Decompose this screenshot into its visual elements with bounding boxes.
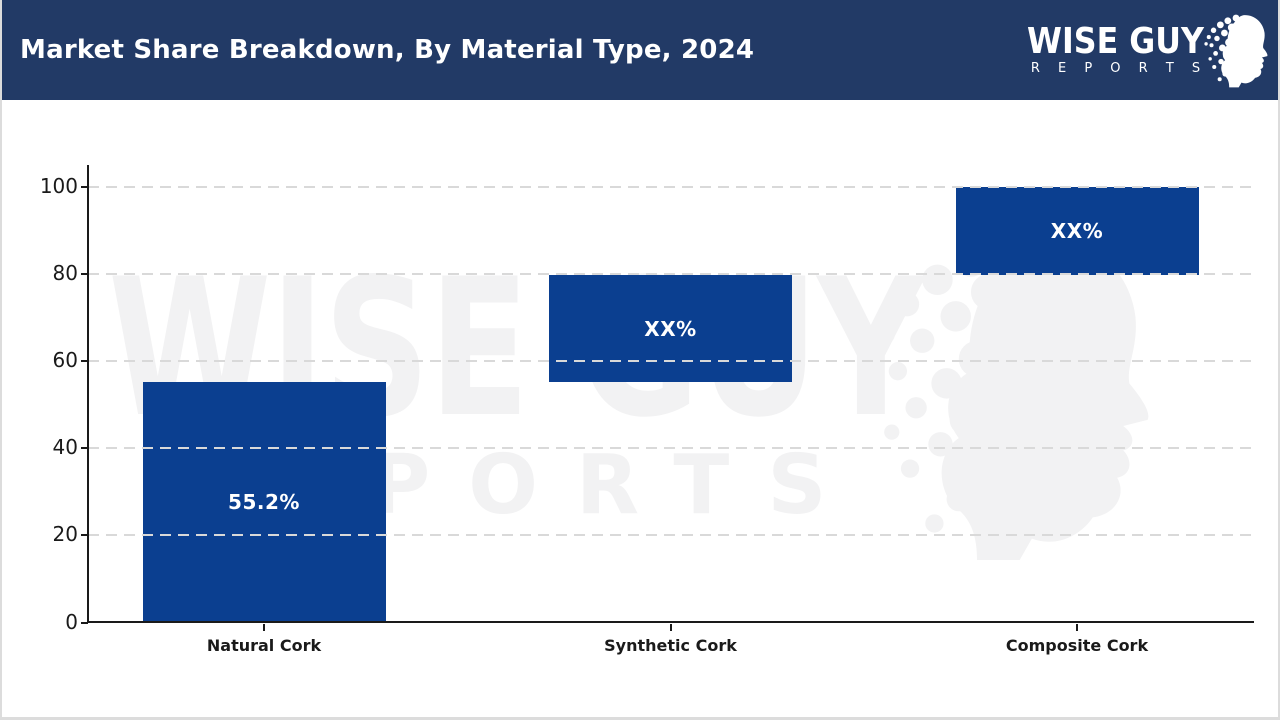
x-tick-0 (263, 624, 265, 631)
gridline-20 (88, 534, 1253, 537)
y-tick-60 (81, 360, 88, 363)
y-tick-label-80: 80 (52, 261, 78, 286)
bar-synthetic-cork (549, 275, 792, 383)
bar-value-label: XX% (1050, 219, 1104, 244)
x-axis-line (87, 621, 1254, 623)
logo: WISE GUY R E P O R T S (1015, 11, 1270, 89)
x-tick-label-1: Synthetic Cork (604, 635, 737, 655)
logo-text: WISE GUY R E P O R T S (1015, 23, 1216, 77)
y-tick-0 (81, 621, 88, 624)
x-tick-2 (1076, 624, 1078, 631)
gridline-40 (88, 447, 1253, 450)
y-tick-80 (81, 273, 88, 276)
y-tick-40 (81, 447, 88, 450)
logo-reports-text: R E P O R T S (1030, 61, 1208, 76)
y-tick-label-0: 0 (65, 609, 78, 634)
gridline-80 (88, 273, 1253, 276)
y-tick-label-40: 40 (52, 435, 78, 460)
y-axis-line (87, 165, 89, 623)
bar-value-label: XX% (644, 316, 697, 341)
y-tick-label-100: 100 (39, 174, 78, 198)
x-tick-label-2: Composite Cork (1005, 635, 1149, 655)
x-tick-1 (669, 624, 672, 631)
logo-wordmark: WISE GUY (1027, 21, 1204, 62)
bar-value-label: 55.2% (228, 490, 300, 515)
y-tick-label-20: 20 (52, 522, 78, 547)
gridline-60 (88, 360, 1253, 363)
y-tick-20 (81, 534, 88, 537)
wise-guy-face-icon (1202, 11, 1270, 89)
page-title: Market Share Breakdown, By Material Type… (20, 35, 755, 65)
y-tick-100 (81, 186, 88, 188)
y-tick-label-60: 60 (52, 348, 78, 373)
header: Market Share Breakdown, By Material Type… (0, 0, 1280, 100)
x-tick-label-0: Natural Cork (206, 635, 322, 655)
bar-natural-cork (142, 382, 386, 623)
chart-plot-area: 0 20 40 60 80 100 55.2% Natural Cork XX% Syntheti… (0, 100, 1280, 720)
gridline-100 (88, 186, 1253, 188)
